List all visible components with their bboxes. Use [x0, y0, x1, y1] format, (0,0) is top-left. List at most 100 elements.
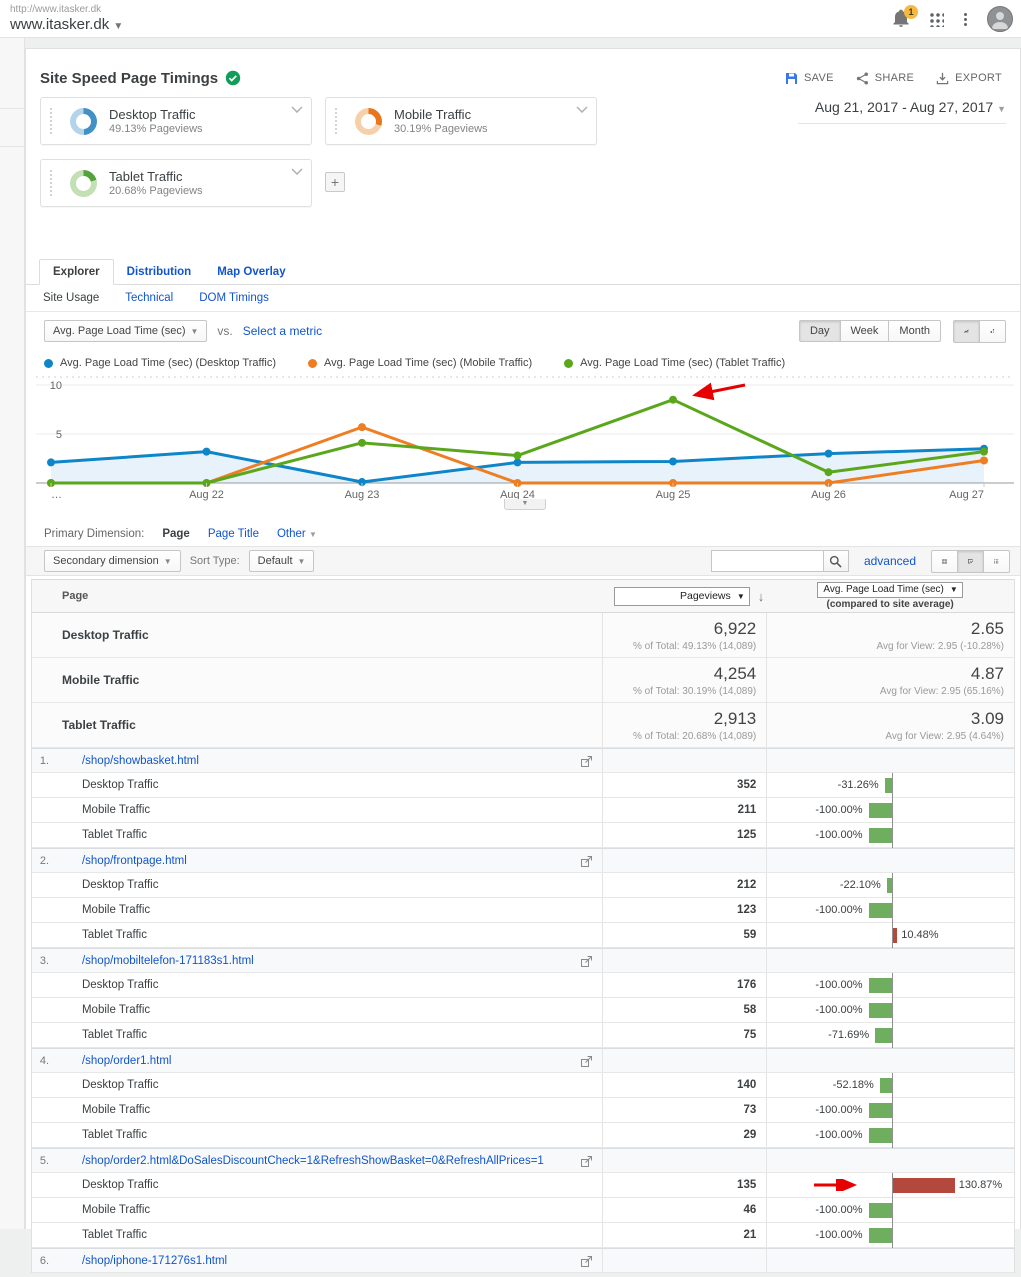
column-header-page[interactable]: Page — [32, 590, 602, 602]
dimension-other[interactable]: Other ▼ — [277, 528, 317, 540]
subtab-dom-timings[interactable]: DOM Timings — [199, 292, 269, 304]
delta-value: -100.00% — [815, 823, 862, 848]
row-index: 3. — [32, 949, 57, 972]
granularity-month-button[interactable]: Month — [888, 320, 941, 342]
summary-metric-note: Avg for View: 2.95 (-10.28%) — [877, 641, 1004, 652]
segment-card-mobile[interactable]: Mobile Traffic 30.19% Pageviews — [325, 97, 597, 145]
delta-bar-cell: -71.69% — [766, 1023, 1014, 1047]
delta-bar-cell: -100.00% — [766, 973, 1014, 997]
delta-bar — [875, 1028, 892, 1043]
summary-metric: 2.65 — [971, 619, 1004, 639]
table-view-button[interactable] — [931, 550, 958, 573]
chevron-down-icon[interactable] — [291, 106, 303, 113]
row-index: 5. — [32, 1149, 57, 1172]
verified-shield-icon — [225, 70, 241, 86]
axis-expander[interactable]: ▼ — [504, 499, 546, 510]
bar-axis-line — [892, 1223, 893, 1248]
granularity-week-button[interactable]: Week — [840, 320, 890, 342]
page-link[interactable]: /shop/order2.html&DoSalesDiscountCheck=1… — [57, 1149, 544, 1174]
save-button[interactable]: SAVE — [785, 72, 834, 85]
table-header-row: Page Pageviews▼ ↓ Avg. Page Load Time (s… — [32, 579, 1014, 613]
drag-handle-icon[interactable] — [49, 107, 54, 135]
page-link[interactable]: /shop/iphone-171276s1.html — [57, 1249, 227, 1274]
delta-bar — [885, 778, 892, 793]
sort-type-button[interactable]: Default▼ — [249, 550, 315, 572]
notifications-button[interactable]: 1 — [891, 9, 911, 29]
delta-bar — [869, 828, 893, 843]
page-link[interactable]: /shop/order1.html — [57, 1049, 172, 1074]
bar-axis-line — [892, 1098, 893, 1123]
date-range-picker[interactable]: Aug 21, 2017 - Aug 27, 2017 ▼ — [798, 99, 1006, 124]
tab-distribution[interactable]: Distribution — [114, 260, 205, 284]
search-input[interactable] — [711, 550, 823, 572]
granularity-day-button[interactable]: Day — [799, 320, 841, 342]
metric-column-select[interactable]: Avg. Page Load Time (sec)▼ — [817, 582, 962, 598]
line-chart-button[interactable] — [953, 320, 980, 343]
chevron-down-icon[interactable] — [576, 106, 588, 113]
external-link-icon[interactable] — [581, 1156, 592, 1167]
svg-text:Aug 26: Aug 26 — [811, 489, 846, 501]
chevron-down-icon: ▼ — [190, 327, 198, 336]
more-options-icon[interactable] — [962, 11, 969, 28]
legend-item-desktop[interactable]: Avg. Page Load Time (sec) (Desktop Traff… — [44, 357, 276, 369]
pageviews-column-select[interactable]: Pageviews▼ — [614, 587, 750, 606]
pivot-view-button[interactable] — [983, 550, 1010, 573]
segment-card-desktop[interactable]: Desktop Traffic 49.13% Pageviews — [40, 97, 312, 145]
legend-item-tablet[interactable]: Avg. Page Load Time (sec) (Tablet Traffi… — [564, 357, 785, 369]
delta-bar — [869, 1003, 893, 1018]
delta-bar — [869, 1228, 893, 1243]
summary-metric: 3.09 — [971, 709, 1004, 729]
tab-map-overlay[interactable]: Map Overlay — [204, 260, 298, 284]
dimension-page-title[interactable]: Page Title — [208, 528, 259, 540]
drag-handle-icon[interactable] — [49, 169, 54, 197]
apps-grid-icon[interactable] — [929, 12, 944, 27]
summary-row-mobile: Mobile Traffic 4,254% of Total: 30.19% (… — [32, 658, 1014, 703]
external-link-icon[interactable] — [581, 1256, 592, 1267]
delta-bar-cell: -52.18% — [766, 1073, 1014, 1097]
chevron-down-icon[interactable] — [291, 168, 303, 175]
sort-direction-icon[interactable]: ↓ — [758, 589, 765, 604]
subtab-technical[interactable]: Technical — [125, 292, 173, 304]
comparison-view-button[interactable] — [957, 550, 984, 573]
tab-explorer[interactable]: Explorer — [39, 259, 114, 285]
summary-row-tablet: Tablet Traffic 2,913% of Total: 20.68% (… — [32, 703, 1014, 748]
drag-handle-icon[interactable] — [334, 107, 339, 135]
avatar[interactable] — [987, 6, 1013, 32]
add-segment-button[interactable]: + — [325, 172, 345, 192]
metric-select-button[interactable]: Avg. Page Load Time (sec)▼ — [44, 320, 207, 342]
svg-text:Aug 22: Aug 22 — [189, 489, 224, 501]
external-link-icon[interactable] — [581, 856, 592, 867]
external-link-icon[interactable] — [581, 956, 592, 967]
summary-metric-note: Avg for View: 2.95 (4.64%) — [885, 731, 1004, 742]
external-link-icon[interactable] — [581, 1056, 592, 1067]
collapsed-sidebar[interactable] — [0, 38, 25, 1229]
select-metric-link[interactable]: Select a metric — [243, 324, 322, 338]
page-link[interactable]: /shop/mobiltelefon-171183s1.html — [57, 949, 254, 974]
page-link[interactable]: /shop/showbasket.html — [57, 749, 199, 774]
dimension-page[interactable]: Page — [162, 528, 190, 540]
external-link-icon[interactable] — [581, 756, 592, 767]
account-selector[interactable]: www.itasker.dk ▼ — [10, 16, 123, 33]
segment-card-tablet[interactable]: Tablet Traffic 20.68% Pageviews — [40, 159, 312, 207]
secondary-dimension-button[interactable]: Secondary dimension▼ — [44, 550, 181, 572]
pageviews-value: 75 — [603, 1023, 766, 1048]
chevron-down-icon: ▼ — [164, 557, 172, 566]
advanced-link[interactable]: advanced — [864, 554, 916, 568]
export-button[interactable]: EXPORT — [936, 72, 1002, 85]
property-url: http://www.itasker.dk — [10, 4, 101, 15]
legend-item-mobile[interactable]: Avg. Page Load Time (sec) (Mobile Traffi… — [308, 357, 532, 369]
motion-chart-button[interactable] — [979, 320, 1006, 343]
summary-pageviews: 4,254 — [714, 664, 757, 684]
page-link[interactable]: /shop/frontpage.html — [57, 849, 187, 874]
share-button[interactable]: SHARE — [856, 72, 914, 85]
delta-bar — [869, 1103, 893, 1118]
subtab-site-usage[interactable]: Site Usage — [43, 292, 99, 304]
search-button[interactable] — [823, 550, 849, 572]
summary-row-desktop: Desktop Traffic 6,922% of Total: 49.13% … — [32, 613, 1014, 658]
